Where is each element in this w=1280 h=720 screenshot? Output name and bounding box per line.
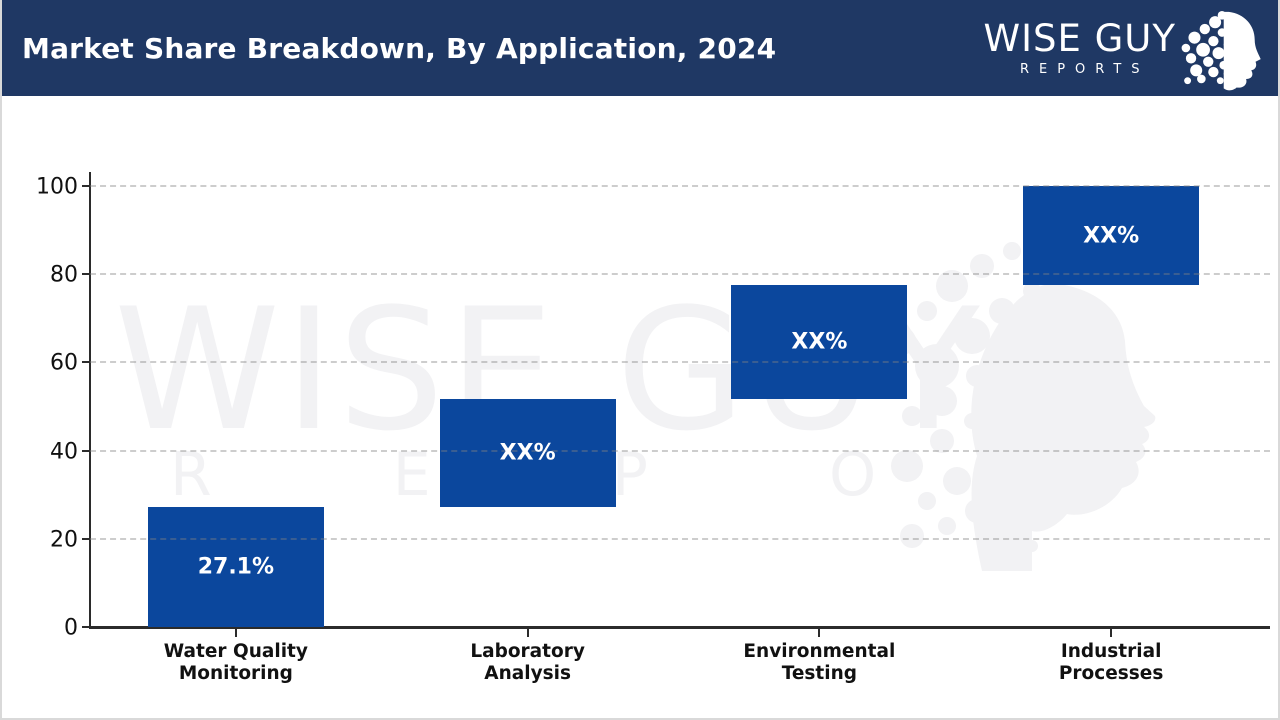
logo-face-icon <box>1181 11 1261 91</box>
y-axis-line <box>89 172 91 629</box>
x-axis-tick <box>818 629 821 637</box>
x-axis-tick <box>1110 629 1113 637</box>
watermark-face-icon <box>888 238 1156 571</box>
bar-segment <box>1023 186 1200 286</box>
gridline <box>90 537 1270 540</box>
y-axis-tick <box>82 626 90 628</box>
header-bar: Market Share Breakdown, By Application, … <box>2 0 1278 96</box>
chart-title: Market Share Breakdown, By Application, … <box>22 31 777 65</box>
y-axis-tick <box>82 361 90 364</box>
bar-value-label: XX% <box>791 329 848 355</box>
y-axis-tick <box>82 537 90 540</box>
y-tick-label: 20 <box>50 527 78 553</box>
y-tick-label: 0 <box>64 615 78 641</box>
bar-value-label: XX% <box>1083 223 1140 249</box>
y-tick-label: 60 <box>50 350 78 376</box>
x-axis-tick <box>234 629 237 637</box>
gridline <box>90 273 1270 276</box>
logo-name: WISE GUY <box>983 17 1176 60</box>
gridline <box>90 185 1270 187</box>
gridline <box>90 449 1270 452</box>
logo-subtitle: REPORTS <box>1019 62 1150 77</box>
y-axis-tick <box>82 273 90 276</box>
bar-value-label: XX% <box>499 440 556 466</box>
y-axis-tick <box>82 449 90 452</box>
bar-segment <box>147 507 324 627</box>
bar-value-label: 27.1% <box>197 554 275 580</box>
category-label: Water Quality Monitoring <box>163 641 308 684</box>
x-axis-tick <box>526 629 529 637</box>
bar-segment <box>439 398 616 508</box>
category-label: Environmental Testing <box>743 641 896 684</box>
y-tick-label: 80 <box>50 262 78 288</box>
x-axis-line <box>89 626 1270 629</box>
y-tick-label: 40 <box>50 439 78 465</box>
logo-wordmark: WISE GUY REPORTS <box>984 20 1176 76</box>
y-tick-label: 100 <box>36 174 78 200</box>
gridline <box>90 361 1270 364</box>
category-label: Industrial Processes <box>1058 641 1164 684</box>
y-axis-tick <box>82 185 90 187</box>
category-label: Laboratory Analysis <box>470 641 585 684</box>
bar-segment <box>731 285 908 399</box>
wise-guy-reports-logo: WISE GUY REPORTS <box>984 5 1266 91</box>
